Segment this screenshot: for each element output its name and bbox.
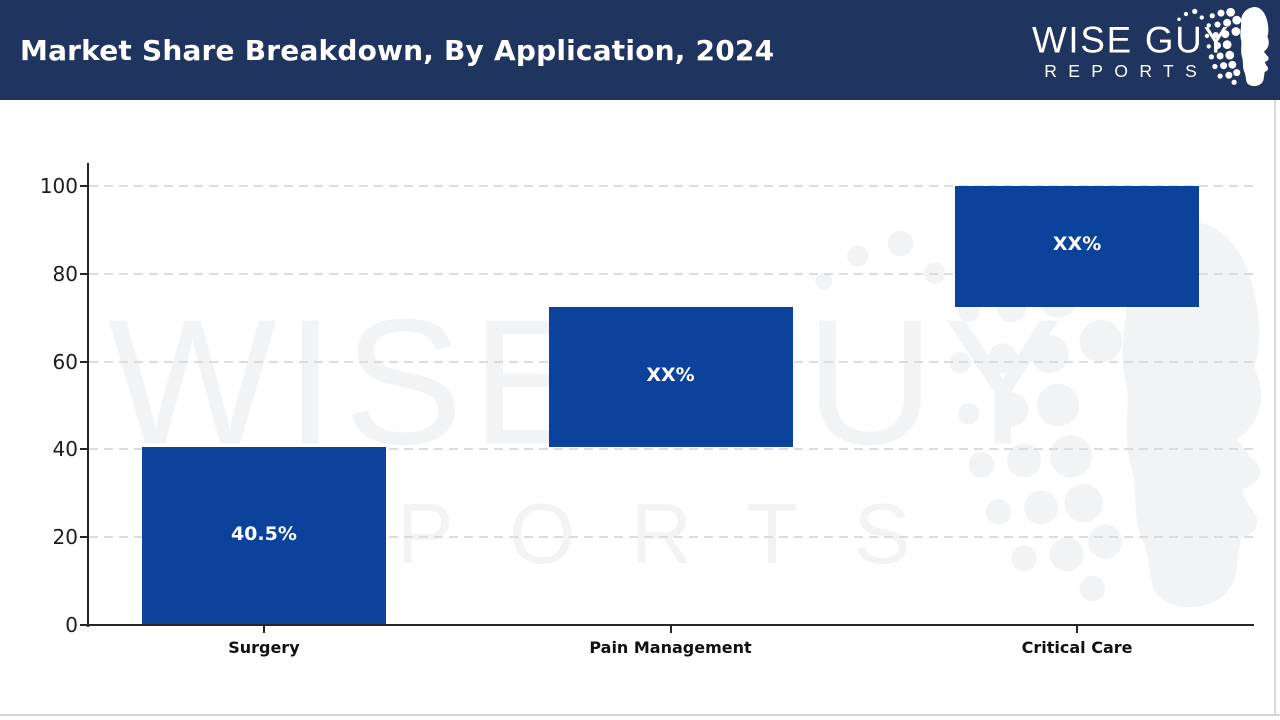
bar-pain-management [548,306,793,448]
gridline-y-20 [89,536,1253,539]
y-tick-40 [80,448,87,451]
plot-area: 0 20 40 60 80 100 40.5% Surgery XX% Pain Manageme… [0,100,1280,714]
y-tick-0 [80,624,87,626]
brand-subtext: REPORTS [1044,61,1208,81]
y-axis-spine [87,163,89,627]
bar-value-label: XX% [1052,233,1102,256]
x-tick-2 [1076,626,1079,633]
category-label: Critical Care [1021,638,1133,657]
y-tick-label: 0 [65,613,78,637]
y-tick-label: 20 [52,525,78,550]
y-tick-60 [80,360,87,363]
x-tick-0 [262,626,265,633]
bottom-border-line [0,714,1280,716]
brand-logo: WISE GUY REPORTS [1032,7,1269,87]
x-axis-spine [87,624,1254,626]
y-tick-80 [80,272,87,275]
y-tick-label: 80 [52,261,78,286]
header-bar: Market Share Breakdown, By Application, … [0,0,1280,100]
page-title: Market Share Breakdown, By Application, … [20,33,775,67]
y-tick-label: 60 [52,349,78,374]
brand-wordmark: WISE GUY [1032,20,1230,61]
category-label: Surgery [228,638,300,657]
y-tick-label: 40 [52,437,78,462]
bar-surgery [141,447,386,625]
y-tick-100 [80,185,87,187]
category-label: Pain Management [589,638,752,657]
gridline-y-40 [89,448,1253,451]
right-border-line [1274,100,1276,714]
gridline-y-80 [89,272,1253,275]
x-tick-1 [669,626,672,633]
gridline-y-100 [89,185,1253,187]
y-tick-20 [80,536,87,539]
y-tick-label: 100 [39,174,78,198]
bar-value-label: 40.5% [230,523,297,546]
bar-value-label: XX% [646,363,695,386]
